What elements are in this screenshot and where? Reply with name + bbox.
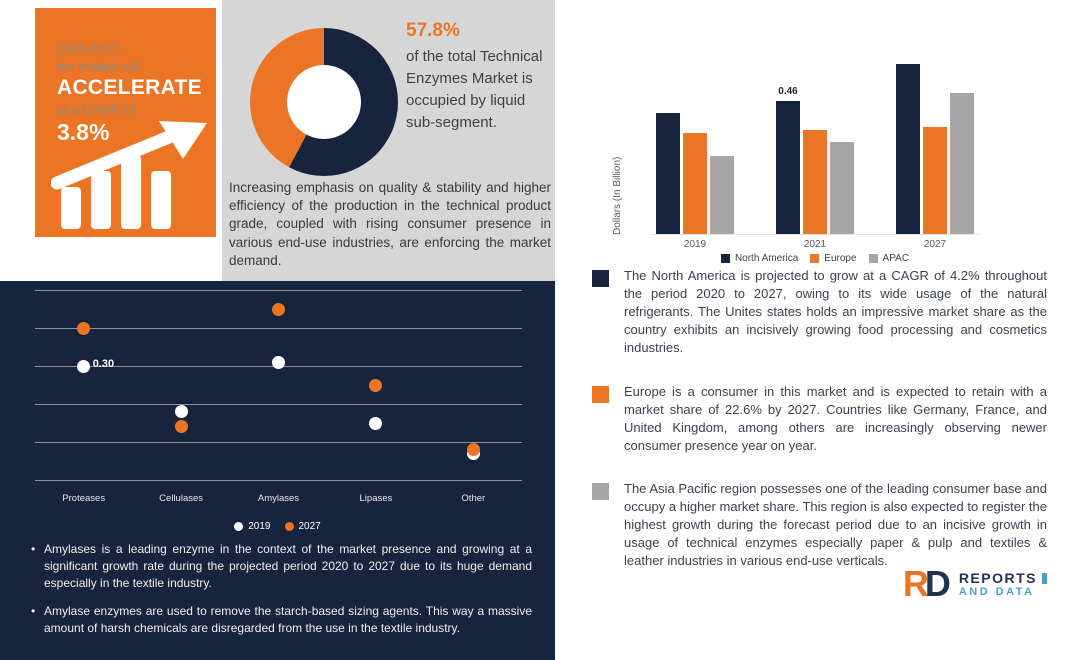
legend-item: APAC bbox=[868, 253, 910, 264]
bar-APAC-2019 bbox=[710, 156, 734, 234]
donut-chart bbox=[250, 28, 398, 176]
legend-item: Europe bbox=[810, 253, 857, 264]
dot-2019-Amylases bbox=[272, 355, 285, 369]
growth-arrow-icon bbox=[51, 121, 207, 229]
bar-North America-2019 bbox=[656, 113, 680, 234]
axis-tick-label: 2027 bbox=[923, 239, 947, 250]
cagr-callout: 2020-2027, the market will ACCELERATE at… bbox=[35, 8, 216, 237]
region-marker bbox=[592, 483, 609, 501]
enzyme-bullet-list: Amylases is a leading enzyme in the cont… bbox=[30, 541, 532, 648]
bar-North America-2021: 0.46 bbox=[776, 86, 800, 234]
dot-2027-Proteases bbox=[77, 321, 91, 335]
bar-chart-legend: North America Europe APAC bbox=[650, 253, 980, 264]
bar-North America-2027 bbox=[896, 64, 920, 234]
donut-value: 57.8% bbox=[406, 20, 460, 41]
legend-label: North America bbox=[734, 253, 799, 264]
bar-group-2021: 0.46 bbox=[776, 86, 854, 234]
category-label: Proteases bbox=[62, 493, 106, 504]
category-label: Lipases bbox=[359, 493, 393, 504]
legend-item: 2027 bbox=[284, 521, 321, 532]
legend-label: 2019 bbox=[248, 521, 271, 532]
bar-group-2019 bbox=[656, 113, 734, 234]
bar-chart-xaxis: 2019 2021 2027 bbox=[650, 239, 980, 250]
axis-tick-label: 2021 bbox=[803, 239, 827, 250]
region-bullet: The Asia Pacific region possesses one of… bbox=[592, 480, 1047, 570]
region-marker bbox=[592, 385, 609, 403]
cagr-callout-text: 2020-2027, the market will ACCELERATE at… bbox=[35, 8, 216, 146]
logo-line1-row: REPORTS bbox=[959, 570, 1047, 586]
bullet-item: Amylases is a leading enzyme in the cont… bbox=[30, 541, 532, 592]
legend-swatch-icon bbox=[810, 254, 820, 263]
legend-dot-icon bbox=[284, 522, 294, 531]
callout-accelerate: ACCELERATE bbox=[57, 76, 202, 100]
bullet-item: Amylase enzymes are used to remove the s… bbox=[30, 603, 532, 637]
region-bullet-list: The North America is projected to grow a… bbox=[592, 267, 1047, 596]
region-text: The Asia Pacific region possesses one of… bbox=[624, 481, 1047, 569]
logo-mark-icon: RD bbox=[903, 566, 951, 602]
bar-chart-ylabel: Dollars (In Billion) bbox=[612, 156, 623, 235]
logo-text: REPORTS AND DATA bbox=[959, 570, 1047, 598]
callout-market-will: the market will bbox=[57, 58, 141, 74]
axis-tick-label: 2019 bbox=[683, 239, 707, 250]
reports-and-data-logo: RD REPORTS AND DATA bbox=[903, 566, 1047, 602]
gridline bbox=[35, 328, 522, 329]
bar-Europe-2021 bbox=[803, 130, 827, 234]
donut-description: of the total Technical Enzymes Market is… bbox=[406, 48, 543, 132]
bar-Europe-2019 bbox=[683, 133, 707, 234]
category-label: Amylases bbox=[257, 493, 300, 504]
legend-item: 2019 bbox=[234, 521, 271, 532]
logo-line2: AND DATA bbox=[958, 586, 1035, 598]
logo-line1: REPORTS bbox=[958, 570, 1037, 586]
bar-value-label: 0.46 bbox=[778, 86, 798, 97]
bar-APAC-2021 bbox=[830, 142, 854, 234]
enzyme-dot-chart: 0.30 Proteases Cellulases Amylases Lipases Ot… bbox=[35, 290, 522, 504]
category-label: Cellulases bbox=[159, 493, 204, 504]
gridline bbox=[35, 290, 522, 291]
legend-dot-icon bbox=[234, 522, 244, 531]
dot-value-label: 0.30 bbox=[92, 358, 115, 370]
logo-mark-d: D bbox=[924, 563, 951, 604]
dot-2019-Proteases bbox=[77, 359, 91, 373]
dot-2027-Other bbox=[466, 443, 480, 457]
regional-bar-chart: 0.46 bbox=[650, 33, 980, 235]
dot-chart-legend: 2019 2027 bbox=[0, 521, 555, 532]
region-marker bbox=[592, 270, 609, 287]
legend-swatch-icon bbox=[868, 254, 878, 263]
callout-cagr-of: at a CAGR of bbox=[57, 102, 135, 118]
market-demand-paragraph: Increasing emphasis on quality & stabili… bbox=[229, 180, 551, 268]
region-bullet: The North America is projected to grow a… bbox=[592, 267, 1047, 357]
logo-accent-bar bbox=[1042, 572, 1047, 584]
bar-Europe-2027 bbox=[923, 127, 947, 234]
legend-swatch-icon bbox=[720, 254, 730, 263]
donut-panel: 57.8% of the total Technical Enzymes Mar… bbox=[222, 0, 555, 281]
gridline bbox=[35, 442, 522, 443]
logo-mark-r: R bbox=[902, 563, 929, 604]
legend-label: Europe bbox=[824, 253, 857, 264]
category-label: Other bbox=[461, 493, 486, 504]
enzyme-panel: 0.30 Proteases Cellulases Amylases Lipases Ot… bbox=[0, 281, 555, 660]
dot-2027-Amylases bbox=[272, 302, 285, 316]
region-text: The North America is projected to grow a… bbox=[624, 268, 1047, 355]
dot-2027-Lipases bbox=[369, 378, 383, 392]
dot-2027-Cellulases bbox=[174, 420, 188, 434]
legend-label: 2027 bbox=[298, 521, 321, 532]
bar-group-2027 bbox=[896, 64, 974, 234]
region-bullet: Europe is a consumer in this market and … bbox=[592, 383, 1047, 455]
dot-2019-Lipases bbox=[369, 416, 383, 430]
callout-cagr-value: 3.8% bbox=[57, 118, 110, 145]
callout-period: 2020-2027, bbox=[57, 41, 123, 56]
legend-label: APAC bbox=[882, 253, 910, 264]
gridline bbox=[35, 404, 522, 405]
region-text: Europe is a consumer in this market and … bbox=[624, 383, 1047, 453]
bar-APAC-2027 bbox=[950, 93, 974, 234]
legend-item: North America bbox=[720, 253, 799, 264]
gridline bbox=[35, 480, 522, 481]
dot-2019-Cellulases bbox=[174, 405, 188, 419]
